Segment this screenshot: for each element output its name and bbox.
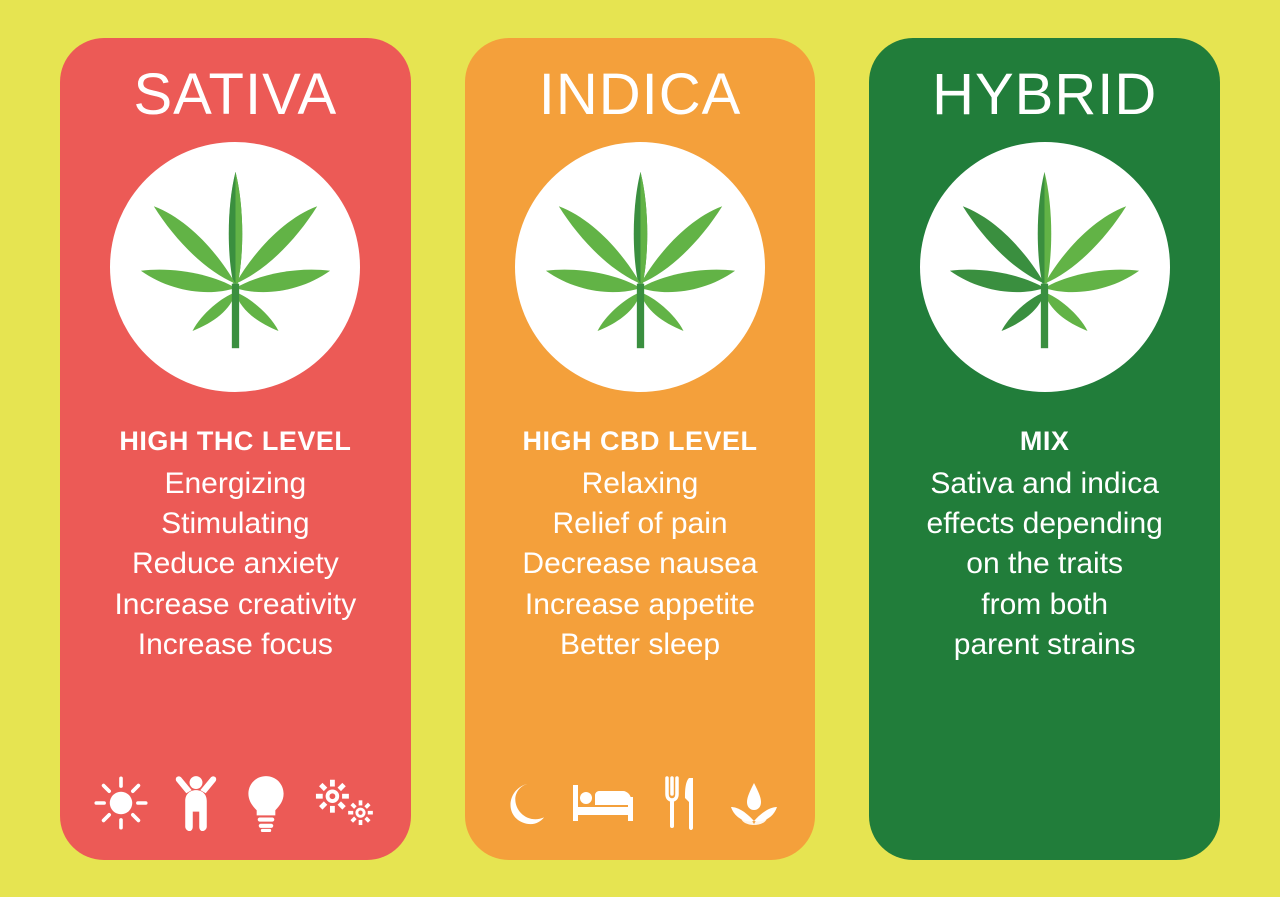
card-title: INDICA [539, 66, 742, 124]
effects-list: Energizing Stimulating Reduce anxiety In… [114, 465, 356, 762]
cannabis-leaf-icon [533, 159, 748, 374]
cutlery-icon [661, 776, 701, 830]
card-subtitle: MIX [1020, 426, 1070, 457]
cannabis-leaf-icon [128, 159, 343, 374]
cannabis-leaf-icon [937, 159, 1152, 374]
effect-line: Sativa and indica [930, 465, 1159, 503]
effect-line: Relief of pain [552, 505, 727, 543]
effect-line: Stimulating [161, 505, 309, 543]
card-title: HYBRID [932, 66, 1157, 124]
effect-line: Increase focus [138, 626, 333, 664]
moon-icon [499, 780, 545, 826]
leaf-badge [920, 142, 1170, 392]
effect-line: Increase creativity [114, 586, 356, 624]
effect-line: on the traits [966, 545, 1123, 583]
effect-line: Increase appetite [525, 586, 755, 624]
effect-line: Reduce anxiety [132, 545, 339, 583]
card-subtitle: HIGH CBD LEVEL [523, 426, 758, 457]
footer-icons [94, 768, 376, 838]
lotus-drop-icon [727, 781, 781, 825]
effect-line: parent strains [954, 626, 1136, 664]
leaf-badge [110, 142, 360, 392]
effects-list: Sativa and indica effects depending on t… [927, 465, 1163, 762]
person-arms-up-icon [174, 775, 218, 831]
effect-line: effects depending [927, 505, 1163, 543]
effect-line: Better sleep [560, 626, 720, 664]
card-hybrid: HYBRID MIX Sativa and indica effects d [869, 38, 1220, 860]
footer-icons [499, 768, 781, 838]
card-sativa: SATIVA HIGH THC LEVEL Energizing [60, 38, 411, 860]
bed-icon [571, 781, 635, 825]
card-indica: INDICA HIGH CBD LEVEL Relaxing Relief [465, 38, 816, 860]
effect-line: Decrease nausea [522, 545, 757, 583]
infographic-canvas: SATIVA HIGH THC LEVEL Energizing [0, 0, 1280, 897]
leaf-badge [515, 142, 765, 392]
effect-line: Energizing [164, 465, 306, 503]
gears-icon [314, 776, 376, 830]
lightbulb-icon [244, 774, 288, 832]
card-title: SATIVA [133, 66, 337, 124]
effect-line: Relaxing [582, 465, 699, 503]
effects-list: Relaxing Relief of pain Decrease nausea … [522, 465, 757, 762]
card-subtitle: HIGH THC LEVEL [119, 426, 351, 457]
sun-icon [94, 776, 148, 830]
effect-line: from both [981, 586, 1108, 624]
